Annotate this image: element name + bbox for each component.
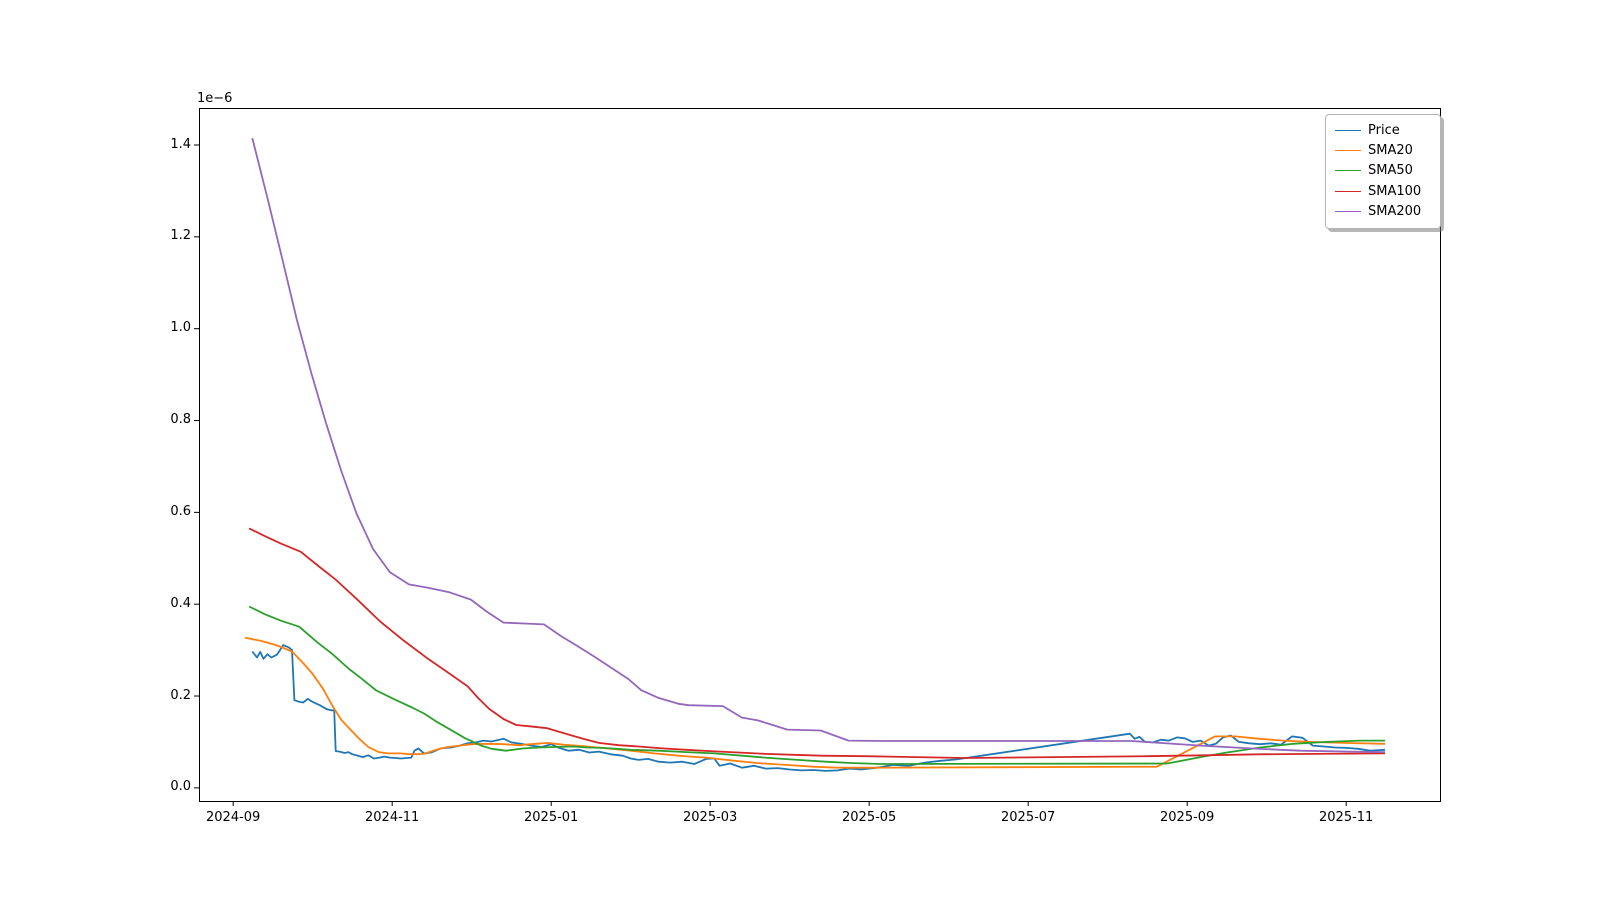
legend-item-price: Price [1335,120,1431,140]
x-tick-label: 2024-11 [365,810,420,825]
legend-line-sample-sma50 [1335,170,1361,172]
y-tick-label: 0.0 [170,779,191,795]
series-line-price [251,644,1386,772]
y-tick-label: 0.8 [170,412,191,428]
series-line-sma200 [251,137,1386,753]
y-tick-label: 0.2 [170,687,191,703]
y-tick-label: 1.0 [170,320,191,336]
legend-label: SMA100 [1368,183,1422,199]
legend-line-sample-sma20 [1335,150,1361,152]
series-line-sma20 [244,636,1386,769]
x-tick-label: 2025-05 [842,810,897,825]
y-tick-label: 1.4 [170,136,191,152]
legend-item-sma100: SMA100 [1335,181,1431,201]
legend-line-sample-price [1335,129,1361,131]
y-tick-label: 1.2 [170,228,191,244]
x-tick-label: 2025-01 [524,810,579,825]
legend-line-sample-sma200 [1335,211,1361,213]
x-tick-label: 2024-09 [206,810,261,825]
y-tick-label: 0.4 [170,595,191,611]
x-tick-label: 2025-03 [683,810,738,825]
x-tick-label: 2025-11 [1319,810,1374,825]
x-tick-label: 2025-07 [1001,810,1056,825]
legend-item-sma50: SMA50 [1335,161,1431,181]
legend-label: SMA200 [1368,204,1422,220]
legend-item-sma200: SMA200 [1335,202,1431,222]
legend-label: SMA20 [1368,143,1413,159]
series-line-sma100 [248,527,1386,759]
legend: Price SMA20 SMA50 SMA100 SMA200 [1325,114,1441,229]
series-line-sma50 [248,605,1386,765]
legend-item-sma20: SMA20 [1335,140,1431,160]
x-tick-label: 2025-09 [1160,810,1215,825]
y-axis-offset-text: 1e−6 [197,91,233,106]
y-tick-label: 0.6 [170,503,191,519]
legend-line-sample-sma100 [1335,190,1361,192]
legend-label: Price [1368,122,1400,138]
legend-label: SMA50 [1368,163,1413,179]
